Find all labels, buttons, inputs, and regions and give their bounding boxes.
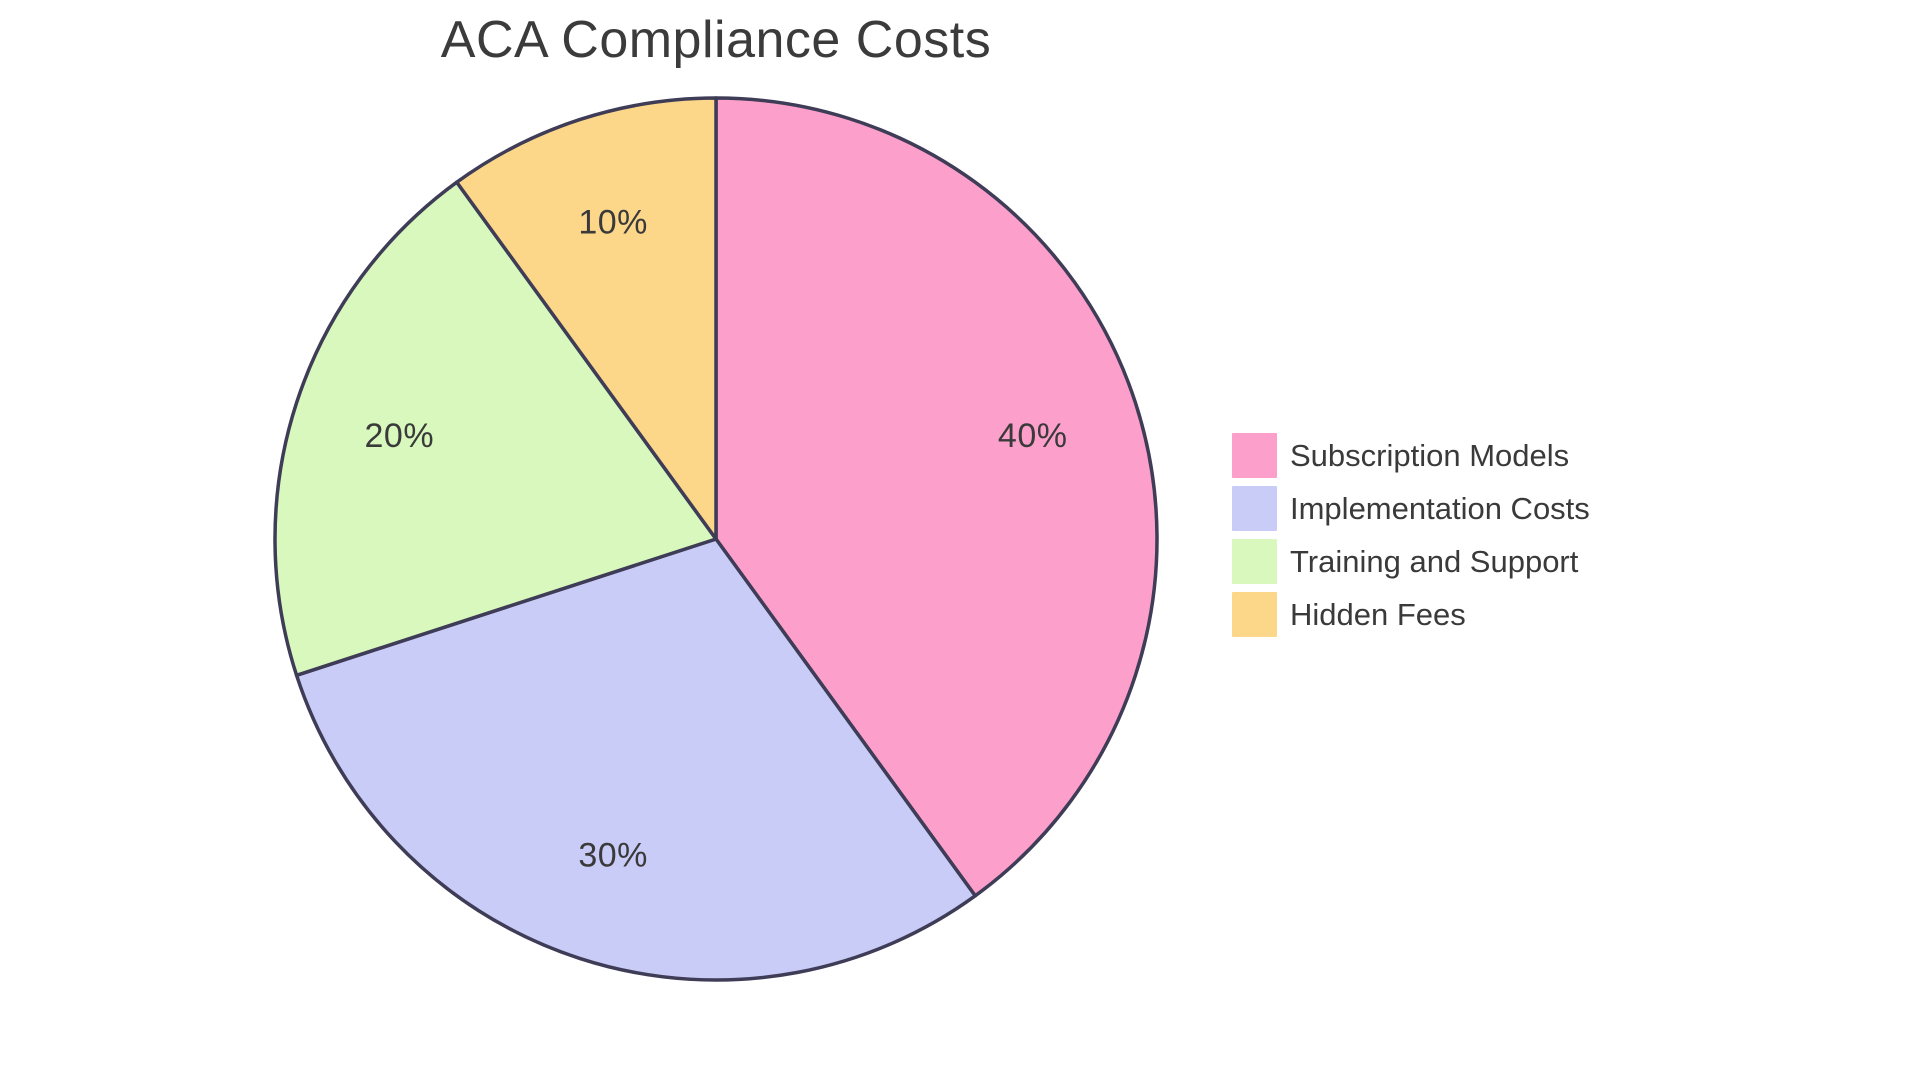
legend-swatch-hidden-fees bbox=[1232, 592, 1277, 637]
legend-swatch-subscription-models bbox=[1232, 433, 1277, 478]
slice-percent-label-hidden-fees: 10% bbox=[578, 203, 648, 241]
slice-percent-label-subscription-models: 40% bbox=[998, 417, 1068, 455]
legend-label: Implementation Costs bbox=[1290, 490, 1590, 526]
slice-percent-label-implementation-costs: 30% bbox=[578, 837, 648, 875]
legend-label: Hidden Fees bbox=[1290, 596, 1466, 632]
pie-slice-hidden-fees bbox=[455, 96, 718, 541]
legend-label: Subscription Models bbox=[1290, 437, 1570, 473]
chart-title: ACA Compliance Costs bbox=[440, 11, 992, 69]
pie-slice-training-and-support bbox=[273, 180, 718, 678]
slice-percent-label-training-and-support: 20% bbox=[365, 417, 435, 455]
legend-item-training-and-support: Training and Support bbox=[1232, 539, 1590, 584]
legend-item-subscription-models: Subscription Models bbox=[1232, 433, 1590, 478]
legend-swatch-implementation-costs bbox=[1232, 486, 1277, 531]
legend: Subscription Models Implementation Costs T… bbox=[1232, 433, 1590, 645]
legend-item-hidden-fees: Hidden Fees bbox=[1232, 592, 1590, 637]
legend-label: Training and Support bbox=[1290, 543, 1579, 579]
legend-swatch-training-and-support bbox=[1232, 539, 1277, 584]
legend-item-implementation-costs: Implementation Costs bbox=[1232, 486, 1590, 531]
pie-slice-implementation-costs bbox=[294, 537, 977, 982]
pie-slice-subscription-models bbox=[714, 96, 1159, 898]
